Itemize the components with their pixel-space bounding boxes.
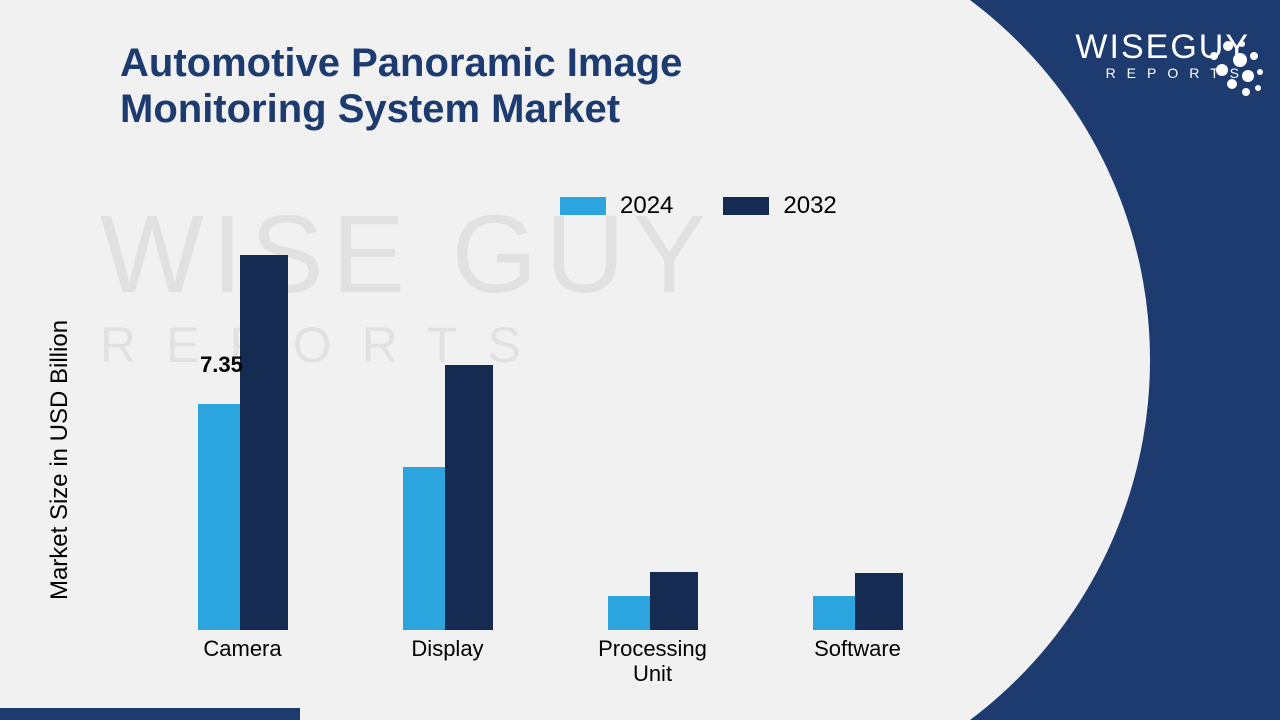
bar [855, 573, 903, 630]
bar [240, 255, 288, 630]
legend-item-2024: 2024 [560, 192, 673, 220]
legend-swatch-2024 [560, 197, 606, 215]
chart-canvas: WISEGUY REPORTS Automotive Panoramic Ima… [0, 0, 1280, 720]
bar-pair [608, 230, 698, 630]
bar [608, 596, 656, 630]
x-axis-label: Display [345, 636, 550, 661]
chart-title: Automotive Panoramic ImageMonitoring Sys… [120, 40, 682, 132]
brand-word-1: WISE [1075, 28, 1170, 66]
bar-pair [813, 230, 903, 630]
bar-pair [198, 230, 288, 630]
bar-group [345, 230, 550, 630]
x-axis-label: Software [755, 636, 960, 661]
bar-group [550, 230, 755, 630]
legend-label-2024: 2024 [620, 192, 673, 220]
bar-pair [403, 230, 493, 630]
bar [403, 467, 451, 630]
brand-logo: WISEGUY REPORTS [1075, 28, 1250, 81]
value-label: 7.35 [200, 352, 243, 378]
y-axis-label: Market Size in USD Billion [46, 320, 74, 600]
brand-word-2: GUY [1170, 28, 1250, 66]
bar [813, 596, 861, 630]
brand-subline: REPORTS [1075, 65, 1250, 81]
legend-label-2032: 2032 [783, 192, 836, 220]
legend-item-2032: 2032 [723, 192, 836, 220]
bar [445, 365, 493, 630]
bar-group [755, 230, 960, 630]
chart-area: Market Size in USD Billion 7.35 CameraDi… [60, 230, 960, 690]
x-axis: CameraDisplayProcessingUnitSoftware [140, 630, 960, 690]
right-panel [960, 0, 1280, 720]
x-axis-label: ProcessingUnit [550, 636, 755, 687]
plot-area: 7.35 [140, 230, 960, 630]
bottom-accent-bar [0, 708, 300, 720]
x-axis-label: Camera [140, 636, 345, 661]
legend: 2024 2032 [560, 192, 837, 220]
bar [650, 572, 698, 630]
legend-swatch-2032 [723, 197, 769, 215]
bar-group [140, 230, 345, 630]
bar [198, 404, 246, 630]
